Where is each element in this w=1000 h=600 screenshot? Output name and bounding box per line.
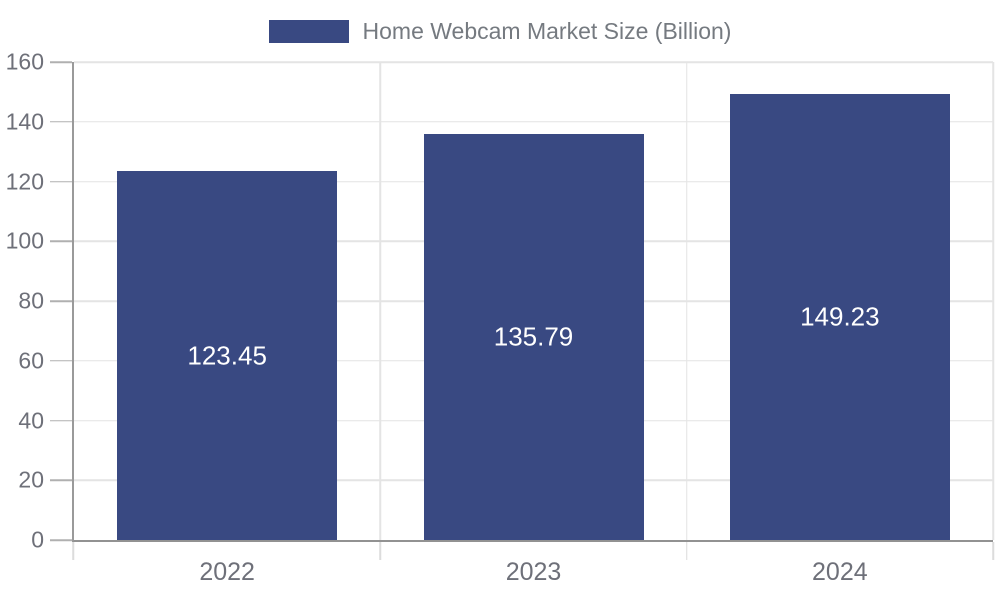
y-gridline (74, 121, 993, 123)
x-boundary-gridline (992, 62, 994, 540)
y-axis-tick-label: 20 (18, 466, 44, 493)
x-axis-tick (685, 542, 688, 560)
bar-2024[interactable]: 149.23 (729, 94, 950, 540)
y-axis-tick-label: 140 (5, 108, 44, 135)
legend-item[interactable]: Home Webcam Market Size (Billion) (0, 18, 1000, 44)
bar-value-label: 149.23 (800, 301, 880, 332)
y-axis-tick-label: 80 (18, 287, 44, 314)
y-axis-tick-label: 60 (18, 347, 44, 374)
y-axis-tick (50, 539, 72, 541)
y-gridline (74, 61, 993, 63)
bar-value-label: 135.79 (493, 321, 574, 352)
y-axis-tick-label: 100 (5, 227, 44, 254)
bar-2023[interactable]: 135.79 (423, 134, 644, 540)
y-axis-tick (50, 479, 72, 481)
bar-value-label: 123.45 (187, 340, 267, 371)
x-boundary-gridline (685, 62, 688, 540)
x-boundary-gridline (379, 62, 382, 540)
plot-area: 0 20 40 60 80 100 120 140 160 123.45 2022 135.79 202… (6, 50, 994, 586)
legend-label: Home Webcam Market Size (Billion) (362, 18, 732, 44)
y-axis-tick (50, 180, 72, 183)
x-axis-tick (992, 542, 994, 560)
y-axis-tick-label: 0 (31, 526, 44, 553)
bar-2022[interactable]: 123.45 (117, 171, 338, 540)
y-axis-tick (50, 419, 72, 422)
y-axis-tick-label: 40 (18, 407, 44, 433)
x-axis-tick-label: 2024 (812, 558, 868, 586)
x-axis-tick (379, 542, 382, 560)
x-axis-tick (72, 542, 74, 560)
y-axis-tick (50, 121, 72, 123)
y-axis-tick (50, 360, 72, 362)
y-axis-tick (50, 240, 72, 242)
legend-swatch (268, 19, 349, 43)
y-axis-tick (50, 300, 72, 302)
x-axis-tick-label: 2023 (505, 558, 562, 586)
y-axis-tick (50, 61, 72, 63)
y-axis-tick-label: 160 (5, 48, 44, 75)
x-axis-tick-label: 2022 (199, 558, 255, 586)
y-axis-tick-label: 120 (5, 168, 44, 194)
